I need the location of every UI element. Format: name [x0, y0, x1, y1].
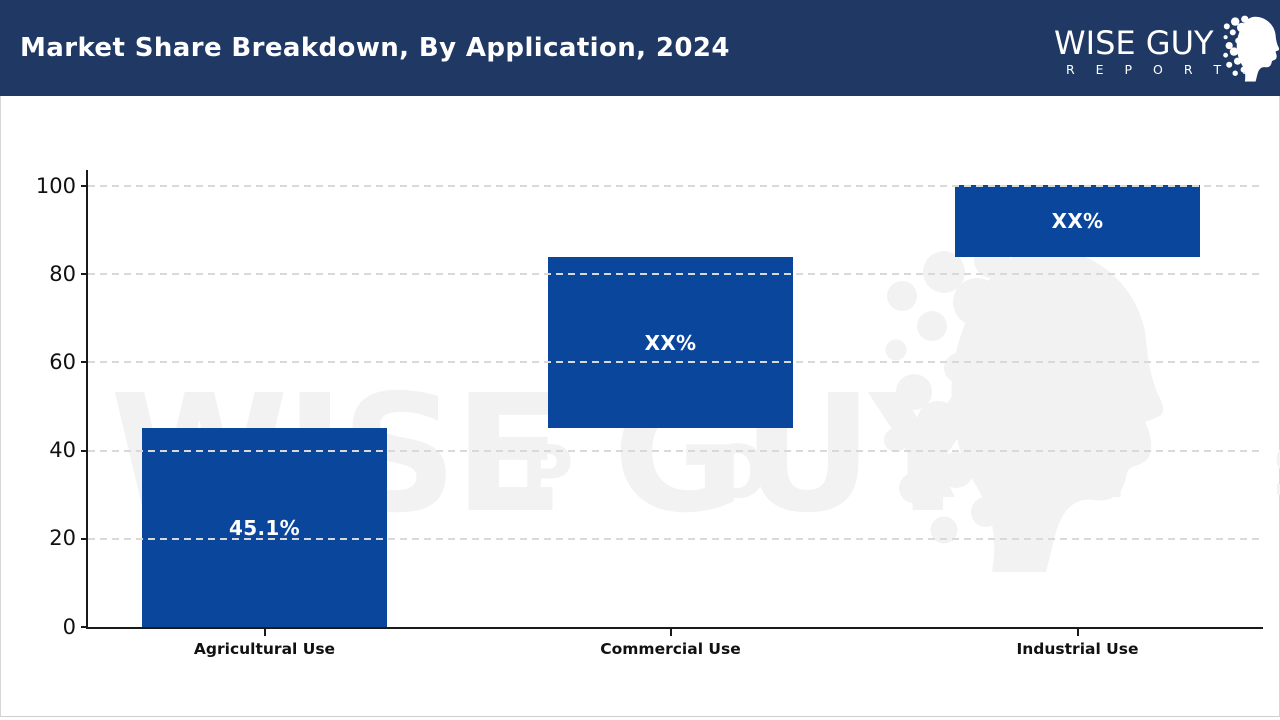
y-axis-tick — [81, 449, 88, 452]
x-axis-tick — [669, 629, 672, 636]
x-axis-line — [86, 627, 1263, 629]
bar: XX% — [955, 185, 1200, 257]
y-tick-label: 80 — [49, 261, 76, 286]
y-tick-label: 20 — [49, 526, 76, 551]
bar-value-label: XX% — [644, 330, 697, 355]
logo-wordmark-line1: WISE GUY — [1054, 24, 1214, 62]
gridline — [88, 185, 1262, 187]
logo-wordmark-line2: R E P O R T S — [1066, 62, 1259, 77]
y-axis-tick — [81, 537, 88, 540]
bar-value-label: 45.1% — [229, 515, 300, 540]
y-axis-tick — [81, 626, 88, 628]
bar-value-label: XX% — [1051, 209, 1104, 234]
y-axis-tick — [81, 361, 88, 364]
y-tick-label: 40 — [49, 438, 76, 463]
gridline — [88, 537, 1262, 540]
y-tick-label: 60 — [49, 349, 76, 374]
y-tick-label: 0 — [62, 614, 76, 639]
x-axis-tick — [1076, 629, 1079, 636]
bar: 45.1% — [142, 428, 387, 627]
gridline — [88, 273, 1262, 276]
y-axis-tick — [81, 185, 88, 187]
page-title: Market Share Breakdown, By Application, … — [20, 33, 730, 63]
wise-guy-reports-logo: WISE GUY R E P O R T S — [1014, 0, 1274, 96]
x-tick-label: Commercial Use — [600, 640, 741, 658]
y-axis-tick — [81, 273, 88, 276]
y-axis-line — [86, 170, 88, 629]
x-tick-label: Agricultural Use — [193, 640, 336, 658]
bar: XX% — [548, 257, 793, 429]
x-axis-tick — [263, 629, 266, 636]
gridline — [88, 449, 1262, 452]
x-tick-label: Industrial Use — [1016, 640, 1139, 658]
y-tick-label: 100 — [35, 173, 76, 198]
gridline — [88, 361, 1262, 364]
header: Market Share Breakdown, By Application, … — [0, 0, 1280, 96]
